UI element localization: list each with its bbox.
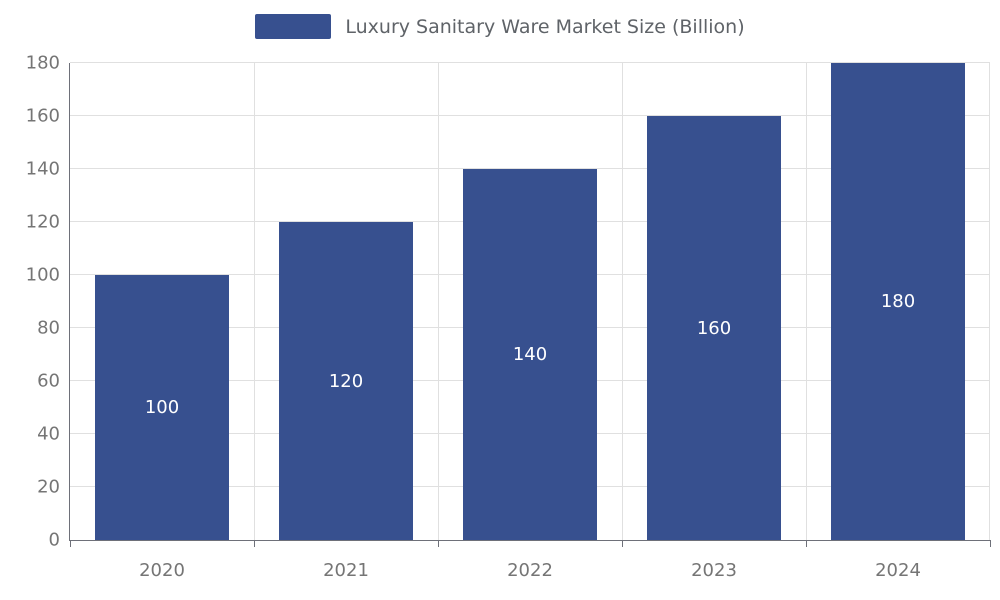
bar-2024: 180 [831, 63, 965, 540]
y-axis-tick-label: 0 [48, 529, 60, 551]
y-axis-tick-label: 40 [37, 423, 60, 445]
x-axis-tick [622, 541, 623, 547]
bar-2023: 160 [647, 116, 781, 540]
x-axis-tick-label: 2021 [323, 560, 369, 581]
x-axis-tick-label: 2023 [691, 560, 737, 581]
x-axis-tick [990, 541, 991, 547]
bar-value-label: 180 [880, 291, 916, 312]
x-axis-tick [70, 541, 71, 547]
y-axis-tick-label: 180 [25, 52, 60, 74]
y-axis-tick-label: 60 [37, 370, 60, 392]
gridline [438, 63, 439, 540]
gridline [806, 63, 807, 540]
gridline [254, 63, 255, 540]
bar-2020: 100 [95, 275, 229, 540]
x-axis-tick-label: 2024 [875, 560, 921, 581]
legend-label: Luxury Sanitary Ware Market Size (Billio… [345, 15, 745, 38]
y-axis-tick-label: 160 [25, 105, 60, 127]
y-axis-tick-label: 120 [25, 211, 60, 233]
bar-2021: 120 [279, 222, 413, 540]
x-axis-line [69, 540, 991, 541]
legend-swatch [255, 14, 332, 39]
x-axis-tick [254, 541, 255, 547]
y-axis-line [69, 63, 70, 541]
bar-2022: 140 [463, 169, 597, 540]
gridline [989, 63, 990, 540]
y-axis-tick-label: 20 [37, 476, 60, 498]
x-axis-tick [806, 541, 807, 547]
y-axis-tick-label: 140 [25, 158, 60, 180]
bar-value-label: 140 [512, 344, 548, 365]
y-axis-tick-label: 100 [25, 264, 60, 286]
bar-value-label: 160 [696, 317, 732, 339]
y-axis-tick-label: 80 [37, 317, 60, 339]
bar-value-label: 120 [328, 370, 364, 392]
gridline [70, 62, 990, 63]
plot-area: 100 120 140 160 180 [70, 62, 990, 540]
x-axis-tick-label: 2020 [139, 560, 185, 581]
gridline [70, 115, 990, 116]
bar-value-label: 100 [144, 397, 180, 418]
chart-legend[interactable]: Luxury Sanitary Ware Market Size (Billio… [0, 14, 1000, 39]
x-axis-tick-label: 2022 [507, 560, 553, 581]
gridline [622, 63, 623, 540]
gridline [70, 168, 990, 169]
x-axis-tick [438, 541, 439, 547]
